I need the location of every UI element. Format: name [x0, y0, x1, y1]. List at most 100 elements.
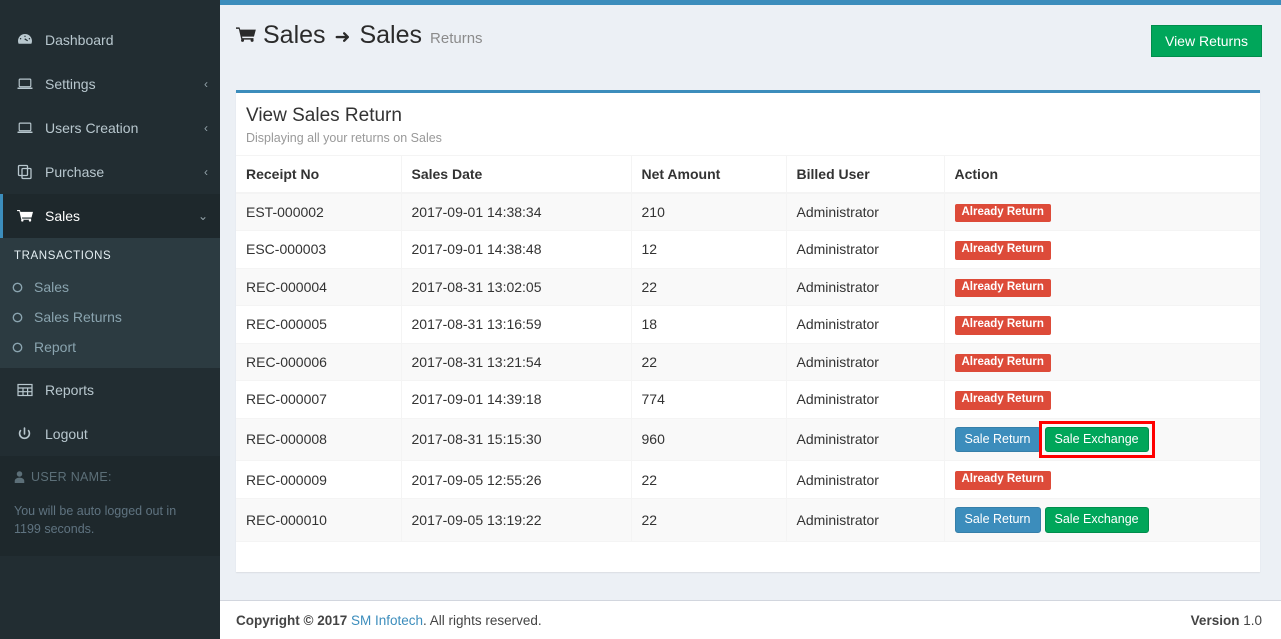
- sidebar: Dashboard Settings ‹ Users Creation ‹ Pu…: [0, 0, 220, 639]
- sidebar-item-sales[interactable]: Sales ⌄: [0, 194, 220, 238]
- cell-net-amount: 22: [631, 498, 787, 542]
- cell-receipt-no: REC-000004: [236, 268, 402, 306]
- cell-net-amount: 18: [631, 305, 787, 344]
- cell-billed-user: Administrator: [786, 305, 945, 344]
- footer-copyright-suffix: . All rights reserved.: [423, 612, 542, 628]
- cell-receipt-no: ESC-000003: [236, 230, 402, 269]
- cell-action: Already Return: [944, 268, 1260, 306]
- sidebar-subitem-report[interactable]: Report: [0, 332, 220, 362]
- cell-receipt-no: REC-000007: [236, 380, 402, 419]
- cell-billed-user: Administrator: [786, 460, 945, 499]
- sale-return-button[interactable]: Sale Return: [954, 426, 1041, 453]
- cell-billed-user: Administrator: [786, 380, 945, 419]
- cell-net-amount: 22: [631, 268, 787, 306]
- already-return-badge: Already Return: [954, 278, 1051, 297]
- cart-icon: [17, 209, 41, 224]
- cell-receipt-no: REC-000008: [236, 418, 402, 462]
- auto-logout-note: You will be auto logged out in 1199 seco…: [14, 504, 177, 537]
- page-header: Sales ➜ Sales Returns View Returns: [220, 5, 1281, 90]
- table-row: EST-000002 2017-09-01 14:38:34 210 Administ…: [236, 192, 1260, 231]
- column-header-sales-date[interactable]: Sales Date: [401, 155, 632, 194]
- table-row: REC-000008 2017-08-31 15:15:30 960 Administ…: [236, 418, 1260, 462]
- sales-returns-table: Receipt No Sales Date Net Amount Billed …: [236, 155, 1260, 542]
- cell-action: Already Return: [944, 192, 1260, 231]
- cell-net-amount: 22: [631, 460, 787, 499]
- view-returns-button[interactable]: View Returns: [1150, 25, 1262, 57]
- sidebar-item-dashboard[interactable]: Dashboard: [0, 18, 220, 62]
- cell-sales-date: 2017-09-01 14:38:34: [401, 192, 632, 231]
- cell-net-amount: 12: [631, 230, 787, 269]
- already-return-badge: Already Return: [954, 471, 1051, 490]
- sidebar-item-label: Purchase: [45, 164, 105, 180]
- sidebar-subitem-label: Sales Returns: [34, 309, 122, 325]
- chevron-down-icon: ⌄: [197, 209, 208, 223]
- arrow-icon: ➜: [334, 27, 351, 48]
- cell-receipt-no: EST-000002: [236, 192, 402, 231]
- content-area: Sales ➜ Sales Returns View Returns View …: [220, 0, 1281, 639]
- dashboard-icon: [17, 32, 41, 48]
- cell-sales-date: 2017-09-05 13:19:22: [401, 498, 632, 542]
- breadcrumb-title-2: Sales: [359, 21, 423, 49]
- cell-receipt-no: REC-000005: [236, 305, 402, 344]
- copy-icon: [17, 164, 41, 180]
- cart-icon: [236, 23, 257, 52]
- breadcrumb-subtitle: Returns: [430, 30, 483, 47]
- circle-o-icon: [12, 342, 32, 353]
- already-return-badge: Already Return: [954, 316, 1051, 335]
- sale-return-button[interactable]: Sale Return: [954, 506, 1041, 533]
- table-header-row: Receipt No Sales Date Net Amount Billed …: [236, 155, 1260, 194]
- cell-sales-date: 2017-08-31 13:16:59: [401, 305, 632, 344]
- sidebar-item-label: Sales: [45, 208, 81, 224]
- panel-header: View Sales Return Displaying all your re…: [236, 93, 1260, 155]
- sidebar-item-logout[interactable]: Logout: [0, 412, 220, 456]
- user-name-row: USER NAME:: [14, 470, 206, 484]
- sidebar-subitem-sales-returns[interactable]: Sales Returns: [0, 302, 220, 332]
- sales-return-panel: View Sales Return Displaying all your re…: [236, 90, 1260, 572]
- cell-action: Already Return: [944, 460, 1260, 499]
- footer-copyright-prefix: Copyright © 2017: [236, 612, 348, 628]
- sidebar-item-users-creation[interactable]: Users Creation ‹: [0, 106, 220, 150]
- panel-title: View Sales Return: [246, 105, 402, 126]
- sidebar-item-purchase[interactable]: Purchase ‹: [0, 150, 220, 194]
- already-return-badge: Already Return: [954, 391, 1051, 410]
- laptop-icon: [17, 77, 41, 91]
- already-return-badge: Already Return: [954, 203, 1051, 222]
- power-icon: [17, 426, 41, 442]
- cell-net-amount: 210: [631, 192, 787, 231]
- footer-version-label: Version: [1190, 612, 1240, 628]
- user-name-label: USER NAME:: [31, 470, 112, 484]
- cell-receipt-no: REC-000006: [236, 343, 402, 381]
- sidebar-submenu-sales: TRANSACTIONS Sales Sales Returns Report: [0, 238, 220, 368]
- column-header-action[interactable]: Action: [944, 155, 1260, 194]
- circle-o-icon: [12, 312, 32, 323]
- already-return-badge: Already Return: [954, 353, 1051, 372]
- column-header-net-amount[interactable]: Net Amount: [631, 155, 787, 194]
- sale-exchange-button[interactable]: Sale Exchange: [1044, 506, 1149, 533]
- cell-sales-date: 2017-08-31 13:21:54: [401, 343, 632, 381]
- cell-action: Already Return: [944, 305, 1260, 344]
- user-icon: [14, 471, 25, 483]
- cell-net-amount: 774: [631, 380, 787, 419]
- column-header-receipt-no[interactable]: Receipt No: [236, 155, 402, 194]
- cell-receipt-no: REC-000010: [236, 498, 402, 542]
- sidebar-subitem-sales[interactable]: Sales: [0, 272, 220, 302]
- top-accent-strip: [220, 0, 1281, 5]
- sidebar-item-reports[interactable]: Reports: [0, 368, 220, 412]
- column-header-billed-user[interactable]: Billed User: [786, 155, 945, 194]
- table-head: Receipt No Sales Date Net Amount Billed …: [236, 155, 1260, 194]
- cell-billed-user: Administrator: [786, 230, 945, 269]
- cell-net-amount: 960: [631, 418, 787, 462]
- table-row: REC-000010 2017-09-05 13:19:22 22 Administr…: [236, 498, 1260, 542]
- circle-o-icon: [12, 282, 32, 293]
- sale-exchange-button[interactable]: Sale Exchange: [1044, 426, 1149, 453]
- cell-sales-date: 2017-08-31 13:02:05: [401, 268, 632, 306]
- cell-action: Already Return: [944, 343, 1260, 381]
- footer-copyright: Copyright © 2017 SM Infotech. All rights…: [236, 613, 1191, 628]
- table-row: REC-000009 2017-09-05 12:55:26 22 Administr…: [236, 460, 1260, 499]
- footer-version-value: 1.0: [1243, 612, 1262, 628]
- sidebar-item-settings[interactable]: Settings ‹: [0, 62, 220, 106]
- sidebar-subitem-label: Sales: [34, 279, 70, 295]
- footer-company-link[interactable]: SM Infotech: [351, 612, 424, 628]
- breadcrumb-title: Sales: [263, 21, 326, 49]
